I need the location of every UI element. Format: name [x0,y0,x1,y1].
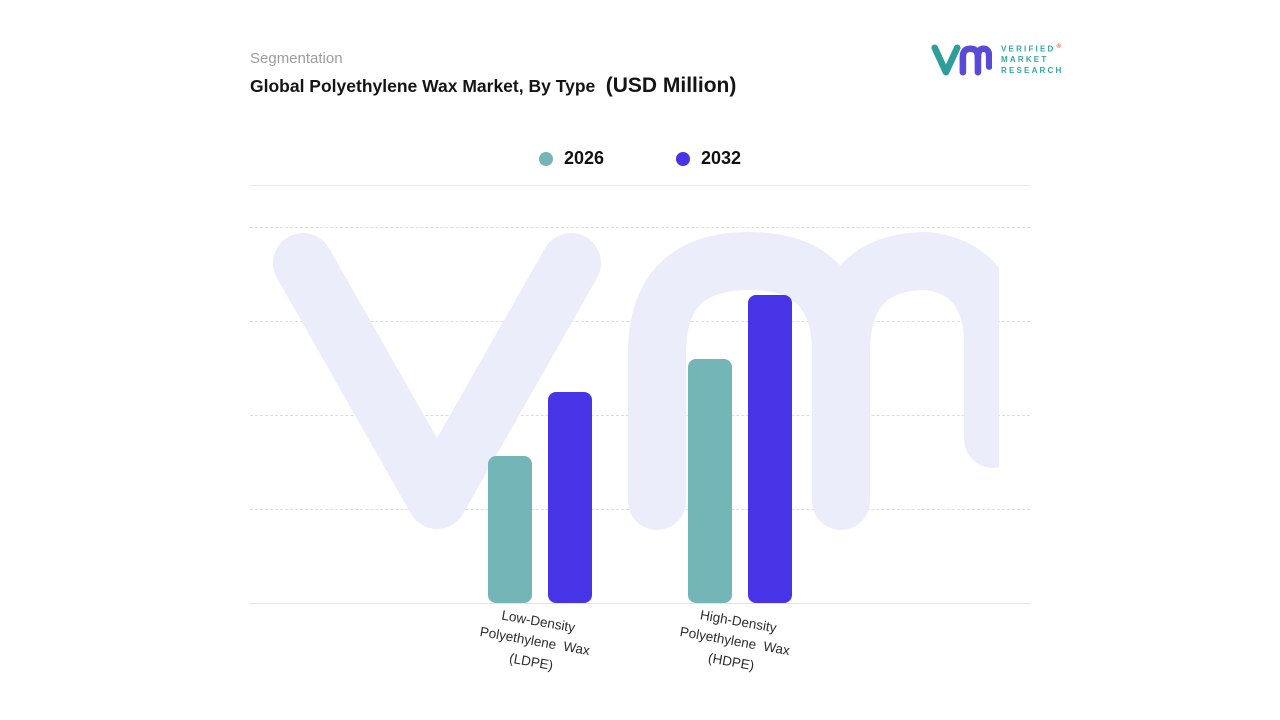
legend-item-2032: 2032 [676,148,741,169]
gridline [250,227,1030,228]
x-axis-label-hdpe: High-Density Polyethylene Wax (HDPE) [678,607,791,673]
vmr-logo-mark-icon [931,44,992,76]
logo-line-market: MARKET [1001,55,1049,65]
bar-2026-ldpe [488,456,532,603]
x-axis-baseline [250,603,1030,604]
legend-divider [250,185,1030,186]
logo-word-verified: VERIFIED [1001,44,1056,54]
chart-title: Global Polyethylene Wax Market, By Type … [250,74,736,98]
chart-legend: 2026 2032 [250,148,1030,169]
plot-area [250,227,1030,603]
bar-group-ldpe [488,227,592,603]
logo-line-verified: VERIFIED® [1001,44,1064,54]
legend-label-2026: 2026 [563,148,604,168]
legend-item-2026: 2026 [538,148,604,169]
x-axis-label-ldpe: Low-Density Polyethylene Wax (LDPE) [478,607,591,673]
vmr-logo-text: VERIFIED® MARKET RESEARCH [1001,44,1064,76]
bar-group-hdpe [688,227,792,603]
bar-2032-ldpe [548,392,592,603]
chart-area: Low-Density Polyethylene Wax (LDPE) High-De… [250,227,1030,697]
x-axis-labels: Low-Density Polyethylene Wax (LDPE) High-De… [250,607,1030,673]
legend-label-2032: 2032 [701,148,742,168]
vmr-watermark-icon [273,232,999,530]
legend-swatch-2026 [538,151,553,166]
bar-2026-hdpe [688,358,732,603]
chart-title-main: Global Polyethylene Wax Market, By Type [250,76,596,96]
legend-swatch-2032 [676,151,690,166]
logo-line-research: RESEARCH [1001,66,1064,76]
vmr-logo: VERIFIED® MARKET RESEARCH [930,40,1064,80]
chart-title-unit: (USD Million) [605,74,737,97]
bar-2032-hdpe [748,294,792,603]
segmentation-label: Segmentation [250,50,343,67]
registered-mark: ® [1056,43,1061,50]
